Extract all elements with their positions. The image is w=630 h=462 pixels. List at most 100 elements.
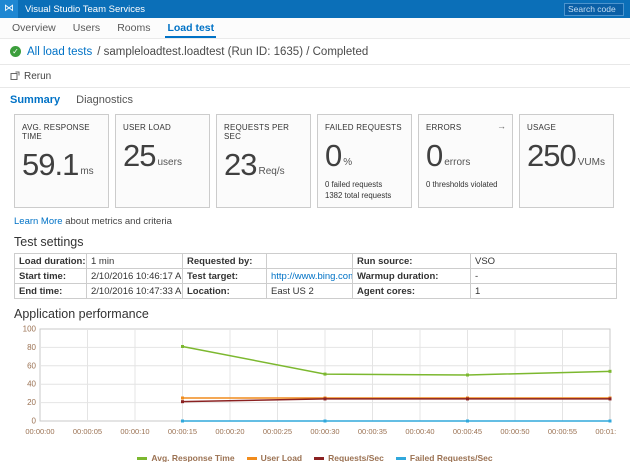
table-row: Load duration: 1 min Requested by: Run s…	[14, 253, 617, 269]
product-name: Visual Studio Team Services	[25, 3, 146, 15]
setting-value: 1 min	[86, 253, 183, 269]
legend-item: Requests/Sec	[314, 453, 384, 462]
main-nav: Overview Users Rooms Load test	[0, 18, 630, 39]
test-settings-table: Load duration: 1 min Requested by: Run s…	[14, 253, 617, 299]
breadcrumb-all-load-tests-link[interactable]: All load tests	[27, 45, 93, 58]
performance-chart-plot: 0 20 40 60 80 100 00:00:00 00:00:05 00:00:10 00:0…	[23, 325, 625, 437]
visual-studio-logo-icon: ⋈	[4, 3, 14, 14]
setting-value: -	[470, 268, 617, 284]
chart-legend: Avg. Response Time User Load Requests/Sec F…	[14, 453, 616, 462]
setting-value: 1	[470, 283, 617, 299]
card-errors: ERRORS → 0 errors 0 thresholds violated	[418, 114, 513, 208]
svg-text:80: 80	[27, 343, 36, 352]
card-title: USER LOAD	[123, 123, 172, 132]
card-unit: users	[157, 157, 182, 169]
setting-label: Test target:	[182, 268, 267, 284]
tab-summary[interactable]: Summary	[10, 93, 61, 106]
nav-item-users[interactable]: Users	[72, 22, 101, 34]
legend-item: Avg. Response Time	[137, 453, 235, 462]
setting-label: Requested by:	[182, 253, 267, 269]
card-value: 59.1	[22, 147, 79, 182]
card-subtext: 0 thresholds violated	[426, 180, 505, 191]
svg-text:00:01:00: 00:01:00	[595, 427, 616, 436]
card-subtext: 0 failed requests 1382 total requests	[325, 180, 404, 201]
setting-value: VSO	[470, 253, 617, 269]
card-requests-per-sec: REQUESTS PER SEC 23 Req/s	[216, 114, 311, 208]
card-value: 0	[426, 138, 443, 173]
search-input[interactable]	[564, 2, 624, 16]
rerun-button[interactable]: Rerun	[10, 71, 51, 82]
svg-text:00:00:00: 00:00:00	[25, 427, 54, 436]
card-title: ERRORS	[426, 123, 462, 132]
total-requests-count: 1382 total requests	[325, 190, 392, 200]
svg-text:20: 20	[27, 398, 36, 407]
result-tabs: Summary Diagnostics	[0, 88, 630, 111]
card-unit: VUMs	[577, 157, 605, 169]
card-value: 23	[224, 147, 257, 182]
legend-color-dash-icon	[395, 456, 406, 460]
setting-label: Run source:	[352, 253, 471, 269]
svg-text:00:00:30: 00:00:30	[310, 427, 339, 436]
legend-label: Avg. Response Time	[151, 453, 235, 462]
card-usage: USAGE 250 VUMs	[519, 114, 614, 208]
nav-item-rooms[interactable]: Rooms	[117, 22, 151, 34]
svg-text:60: 60	[27, 361, 36, 370]
metric-cards: AVG. RESPONSE TIME 59.1 ms USER LOAD 25 …	[0, 111, 630, 208]
test-settings-heading: Test settings	[14, 235, 84, 249]
svg-text:00:00:15: 00:00:15	[168, 427, 197, 436]
card-unit: Req/s	[258, 166, 285, 178]
card-title: REQUESTS PER SEC	[224, 123, 290, 141]
setting-label: Warmup duration:	[352, 268, 471, 284]
table-row: Start time: 2/10/2016 10:46:17 AM Test t…	[14, 268, 617, 284]
rerun-icon	[10, 71, 20, 80]
card-user-load: USER LOAD 25 users	[115, 114, 210, 208]
svg-text:00:00:55: 00:00:55	[548, 427, 577, 436]
svg-text:100: 100	[23, 325, 37, 334]
legend-item: Failed Requests/Sec	[395, 453, 493, 462]
learn-more-text: about metrics and criteria	[62, 216, 172, 227]
svg-text:0: 0	[32, 417, 37, 426]
card-value: 0	[325, 138, 342, 173]
rerun-label: Rerun	[24, 70, 52, 82]
breadcrumb-run-title: / sampleloadtest.loadtest (Run ID: 1635)…	[97, 45, 369, 58]
tab-diagnostics[interactable]: Diagnostics	[76, 93, 133, 106]
card-title: USAGE	[527, 123, 557, 132]
svg-text:00:00:05: 00:00:05	[73, 427, 102, 436]
setting-value	[266, 253, 353, 269]
performance-chart: 0 20 40 60 80 100 00:00:00 00:00:05 00:00:10 00:0…	[14, 325, 625, 462]
svg-text:00:00:20: 00:00:20	[215, 427, 244, 436]
svg-text:00:00:50: 00:00:50	[500, 427, 529, 436]
card-failed-requests: FAILED REQUESTS 0 % 0 failed requests 13…	[317, 114, 412, 208]
learn-more-link[interactable]: Learn More	[14, 216, 63, 227]
completed-check-icon: ✓	[10, 46, 21, 57]
top-bar: ⋈ Visual Studio Team Services	[0, 0, 630, 18]
setting-value: 2/10/2016 10:46:17 AM	[86, 268, 183, 284]
toolbar: Rerun	[0, 65, 630, 88]
failed-requests-count: 0 failed requests	[325, 180, 383, 190]
setting-label: End time:	[14, 283, 87, 299]
test-target-link[interactable]: http://www.bing.com	[266, 268, 353, 284]
svg-text:00:00:10: 00:00:10	[120, 427, 149, 436]
setting-label: Location:	[182, 283, 267, 299]
table-row: End time: 2/10/2016 10:47:33 AM Location…	[14, 283, 617, 299]
nav-item-overview[interactable]: Overview	[12, 22, 56, 34]
svg-text:00:00:40: 00:00:40	[405, 427, 434, 436]
card-title: AVG. RESPONSE TIME	[22, 123, 90, 141]
nav-item-load-test[interactable]: Load test	[165, 19, 217, 38]
card-unit: %	[343, 157, 353, 169]
legend-color-dash-icon	[246, 456, 257, 460]
errors-detail-arrow-icon[interactable]: →	[497, 121, 506, 131]
legend-label: User Load	[260, 453, 303, 462]
legend-label: Failed Requests/Sec	[409, 453, 493, 462]
visual-studio-logo[interactable]: ⋈	[0, 0, 18, 18]
svg-text:00:00:45: 00:00:45	[453, 427, 482, 436]
card-value: 250	[527, 138, 577, 173]
setting-label: Start time:	[14, 268, 87, 284]
legend-color-dash-icon	[137, 456, 148, 460]
svg-text:00:00:25: 00:00:25	[263, 427, 292, 436]
card-value: 25	[123, 138, 156, 173]
card-unit: errors	[444, 157, 471, 169]
app-performance-heading: Application performance	[14, 307, 149, 321]
card-unit: ms	[80, 166, 94, 178]
setting-value: 2/10/2016 10:47:33 AM	[86, 283, 183, 299]
